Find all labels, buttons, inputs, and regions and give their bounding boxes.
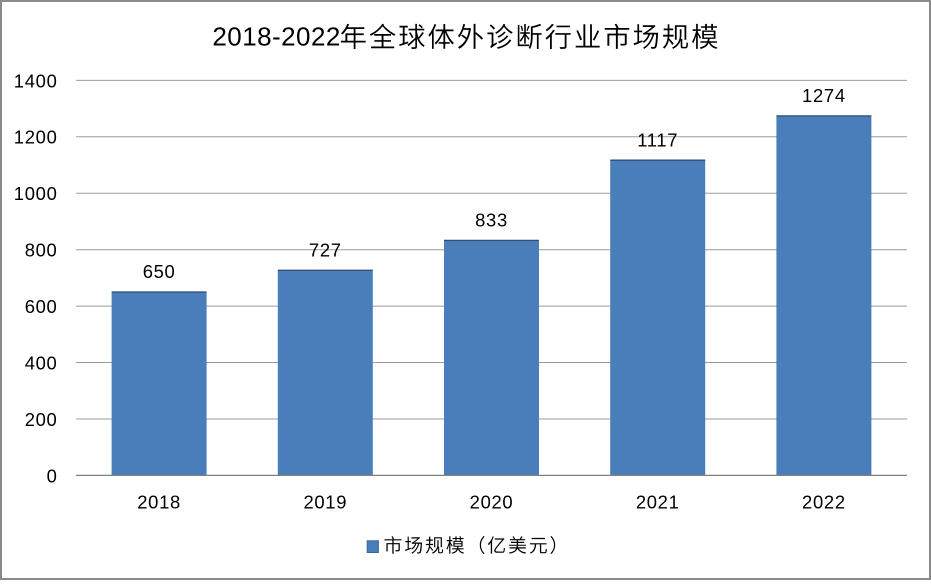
svg-text:0: 0	[47, 465, 58, 486]
svg-text:1400: 1400	[14, 70, 58, 91]
svg-text:400: 400	[25, 352, 58, 373]
svg-text:800: 800	[25, 240, 58, 261]
svg-text:2022: 2022	[802, 492, 846, 513]
svg-text:1200: 1200	[14, 127, 58, 148]
svg-text:727: 727	[309, 240, 342, 261]
svg-text:2021: 2021	[636, 492, 680, 513]
svg-text:600: 600	[25, 296, 58, 317]
svg-text:2020: 2020	[470, 492, 514, 513]
svg-text:200: 200	[25, 409, 58, 430]
svg-text:833: 833	[475, 210, 508, 231]
svg-text:1117: 1117	[637, 129, 678, 150]
svg-text:2018-2022: 2018-2022	[212, 22, 340, 52]
svg-text:650: 650	[143, 261, 176, 282]
svg-text:1274: 1274	[802, 85, 846, 106]
svg-text:2019: 2019	[303, 492, 347, 513]
svg-text:1000: 1000	[14, 183, 58, 204]
svg-text:2018: 2018	[137, 492, 181, 513]
